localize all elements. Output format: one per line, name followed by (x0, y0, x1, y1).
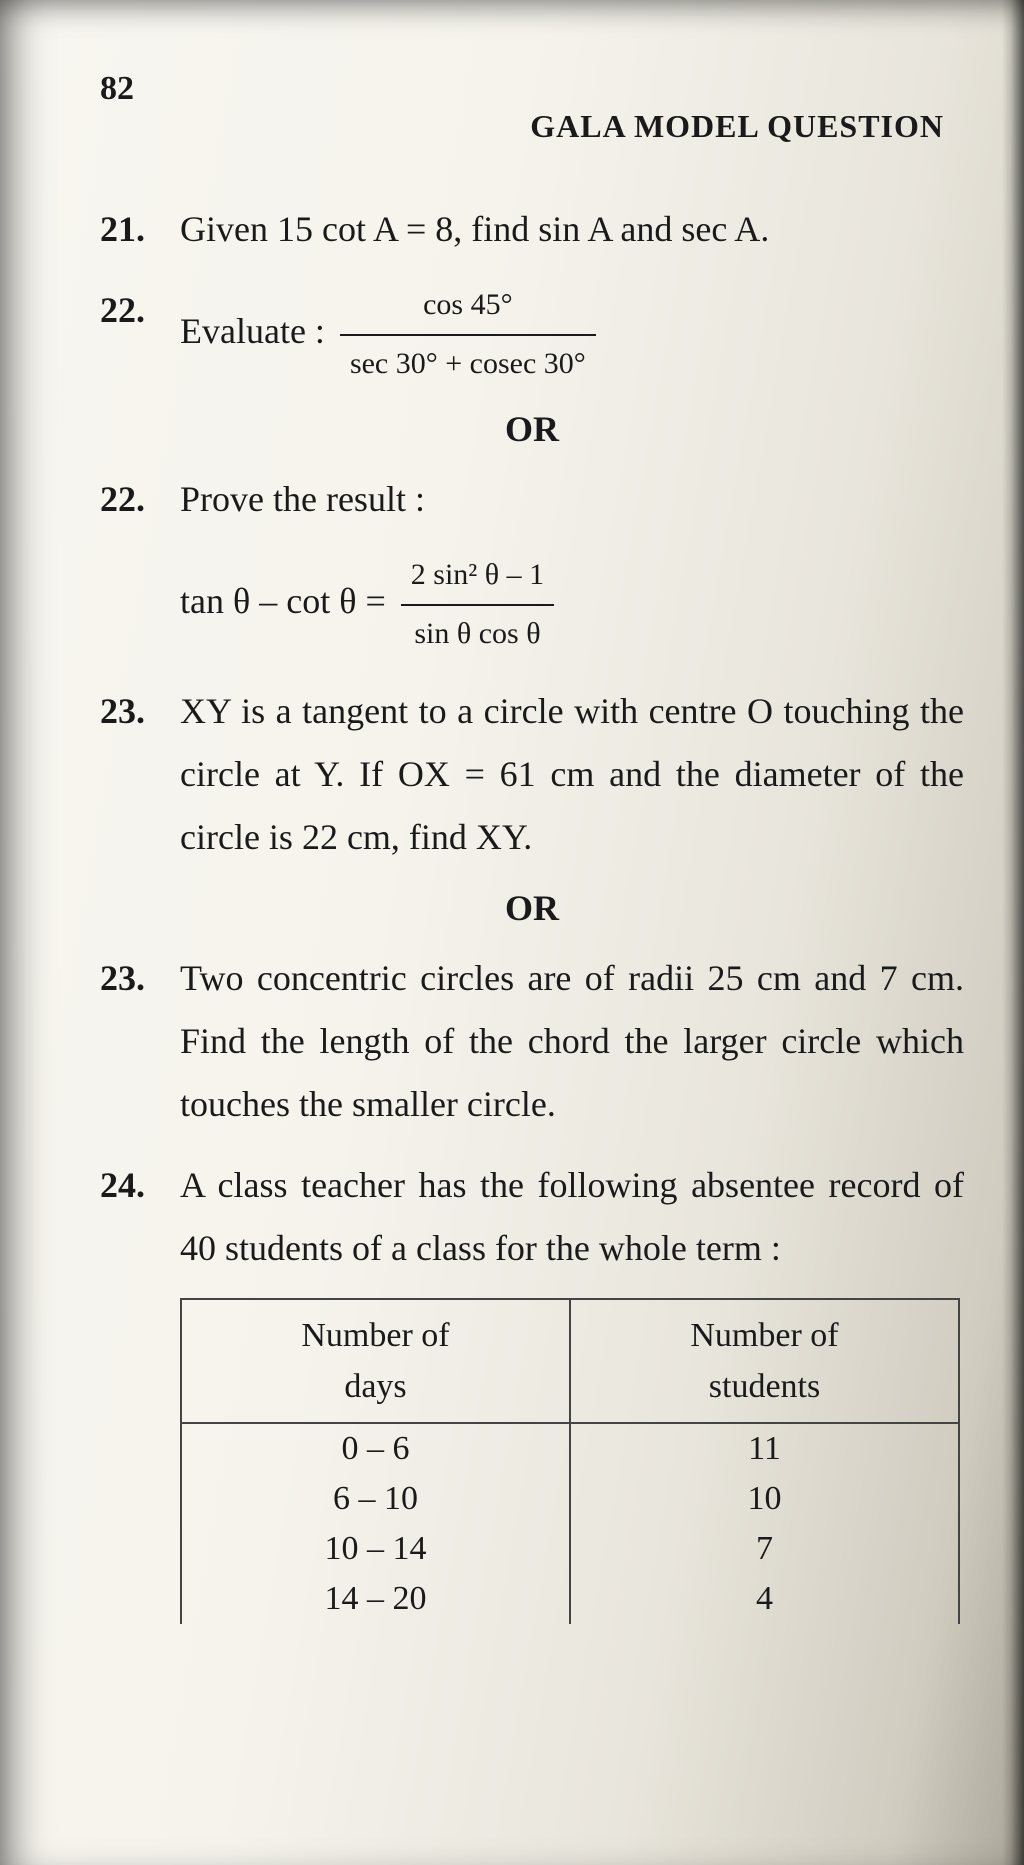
question-number: 23. (100, 680, 180, 743)
or-divider: OR (100, 887, 964, 929)
cell-students: 10 (570, 1474, 959, 1524)
table-header-row: Number of days Number of students (181, 1299, 959, 1423)
question-number: 24. (100, 1154, 180, 1217)
cell-days: 6 – 10 (181, 1474, 570, 1524)
cell-days: 0 – 6 (181, 1423, 570, 1474)
math-expr: sec A (681, 209, 760, 249)
table-row: 14 – 20 4 (181, 1574, 959, 1624)
question-body: Two concentric circles are of radii 25 c… (180, 947, 964, 1136)
question-24: 24. A class teacher has the following ab… (100, 1154, 964, 1280)
table-row: 6 – 10 10 (181, 1474, 959, 1524)
question-list: 21. Given 15 cot A = 8, find sin A and s… (100, 198, 964, 1624)
fraction: 2 sin² θ – 1 sin θ cos θ (401, 549, 554, 660)
question-22-evaluate: 22. Evaluate : cos 45° sec 30° + cosec 3… (100, 279, 964, 390)
absentee-table: Number of days Number of students 0 – 6 … (180, 1298, 960, 1624)
math-lhs: tan θ – cot θ = (180, 581, 395, 621)
text: , find (453, 209, 538, 249)
math-expr: 15 cot A = 8 (277, 209, 453, 249)
fraction-numerator: cos 45° (340, 279, 596, 336)
question-number: 23. (100, 947, 180, 1010)
text: . (760, 209, 769, 249)
equation-line: tan θ – cot θ = 2 sin² θ – 1 sin θ cos θ (180, 549, 964, 660)
table-row: 10 – 14 7 (181, 1524, 959, 1574)
page-header: GALA MODEL QUESTION (530, 108, 944, 145)
fraction-denominator: sec 30° + cosec 30° (340, 336, 596, 391)
question-body: Evaluate : cos 45° sec 30° + cosec 30° (180, 279, 964, 390)
cell-students: 7 (570, 1524, 959, 1574)
textbook-page: 82 GALA MODEL QUESTION 21. Given 15 cot … (0, 0, 1024, 1865)
fraction-numerator: 2 sin² θ – 1 (401, 549, 554, 606)
question-23-concentric: 23. Two concentric circles are of radii … (100, 947, 964, 1136)
column-header-students: Number of students (570, 1299, 959, 1423)
column-header-days: Number of days (181, 1299, 570, 1423)
question-body: A class teacher has the following absent… (180, 1154, 964, 1280)
question-22-prove: 22. Prove the result : (100, 468, 964, 531)
header-text: Number of days (301, 1317, 449, 1405)
question-body: XY is a tangent to a circle with centre … (180, 680, 964, 869)
cell-days: 14 – 20 (181, 1574, 570, 1624)
question-number: 22. (100, 468, 180, 531)
question-body: Given 15 cot A = 8, find sin A and sec A… (180, 198, 964, 261)
or-divider: OR (100, 408, 964, 450)
text: and (611, 209, 681, 249)
text: Evaluate : (180, 311, 334, 351)
header-text: Number of students (690, 1317, 838, 1405)
question-21: 21. Given 15 cot A = 8, find sin A and s… (100, 198, 964, 261)
cell-students: 11 (570, 1423, 959, 1474)
question-23-tangent: 23. XY is a tangent to a circle with cen… (100, 680, 964, 869)
math-expr: sin A (538, 209, 611, 249)
question-number: 21. (100, 198, 180, 261)
question-number: 22. (100, 279, 180, 342)
page-number: 82 (100, 70, 964, 108)
table-row: 0 – 6 11 (181, 1423, 959, 1474)
fraction-denominator: sin θ cos θ (401, 606, 554, 661)
question-body: Prove the result : (180, 468, 964, 531)
fraction: cos 45° sec 30° + cosec 30° (340, 279, 596, 390)
text: Given (180, 209, 277, 249)
cell-days: 10 – 14 (181, 1524, 570, 1574)
text: Prove the result : (180, 479, 425, 519)
cell-students: 4 (570, 1574, 959, 1624)
